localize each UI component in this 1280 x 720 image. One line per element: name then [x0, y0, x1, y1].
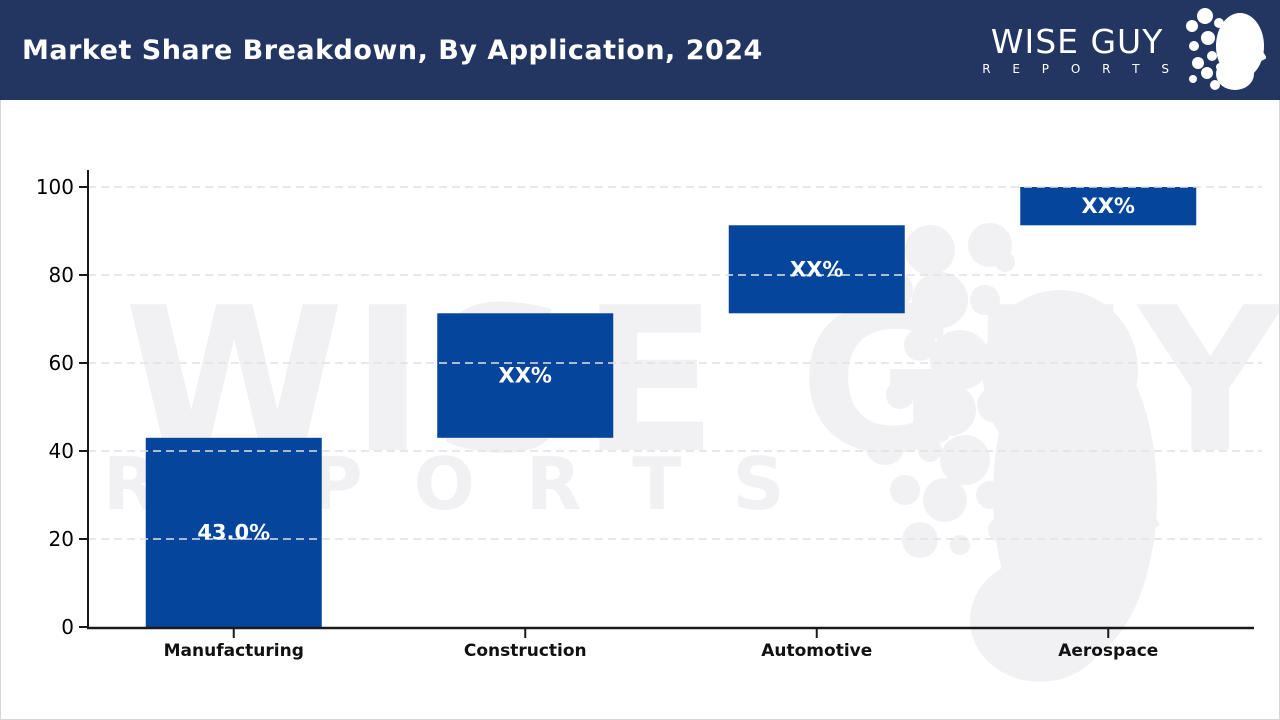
- y-tick-label: 40: [49, 439, 74, 463]
- header: Market Share Breakdown, By Application, …: [0, 0, 1280, 100]
- y-tick-label: 80: [49, 263, 74, 287]
- wise-guy-logo: WISE GUY R E P O R T S: [976, 6, 1266, 94]
- logo-wordmark: WISE GUY: [990, 22, 1164, 61]
- x-category-label: Automotive: [761, 641, 872, 661]
- waterfall-chart: 0 20 40 60 80 100 Manufacturing 43.0% Constructi…: [36, 170, 1262, 661]
- bar-manufacturing: [145, 437, 322, 627]
- y-tick-label: 60: [49, 351, 74, 375]
- chart-area: WISE GUY R E P O R T S 0 20 40 60 80: [0, 100, 1280, 720]
- logo-text: WISE GUY R E P O R T S: [976, 25, 1178, 75]
- bar-automotive: [728, 225, 905, 314]
- y-tick-label: 100: [36, 175, 74, 199]
- bar-value-label: XX%: [1082, 194, 1135, 218]
- logo-face-icon: [1186, 8, 1266, 90]
- y-tick-label: 0: [61, 615, 74, 639]
- y-tick-label: 20: [49, 527, 74, 551]
- bar-aerospace: [1020, 187, 1197, 226]
- page-title: Market Share Breakdown, By Application, …: [22, 34, 763, 66]
- x-category-label: Aerospace: [1058, 641, 1158, 661]
- bar-value-label: XX%: [790, 257, 843, 281]
- x-category-label: Construction: [464, 641, 587, 661]
- bar-value-label: XX%: [499, 364, 552, 388]
- logo-subtext: R E P O R T S: [982, 62, 1178, 76]
- x-category-label: Manufacturing: [164, 641, 304, 661]
- bar-construction: [437, 313, 614, 438]
- bar-value-label: 43.0%: [197, 520, 270, 544]
